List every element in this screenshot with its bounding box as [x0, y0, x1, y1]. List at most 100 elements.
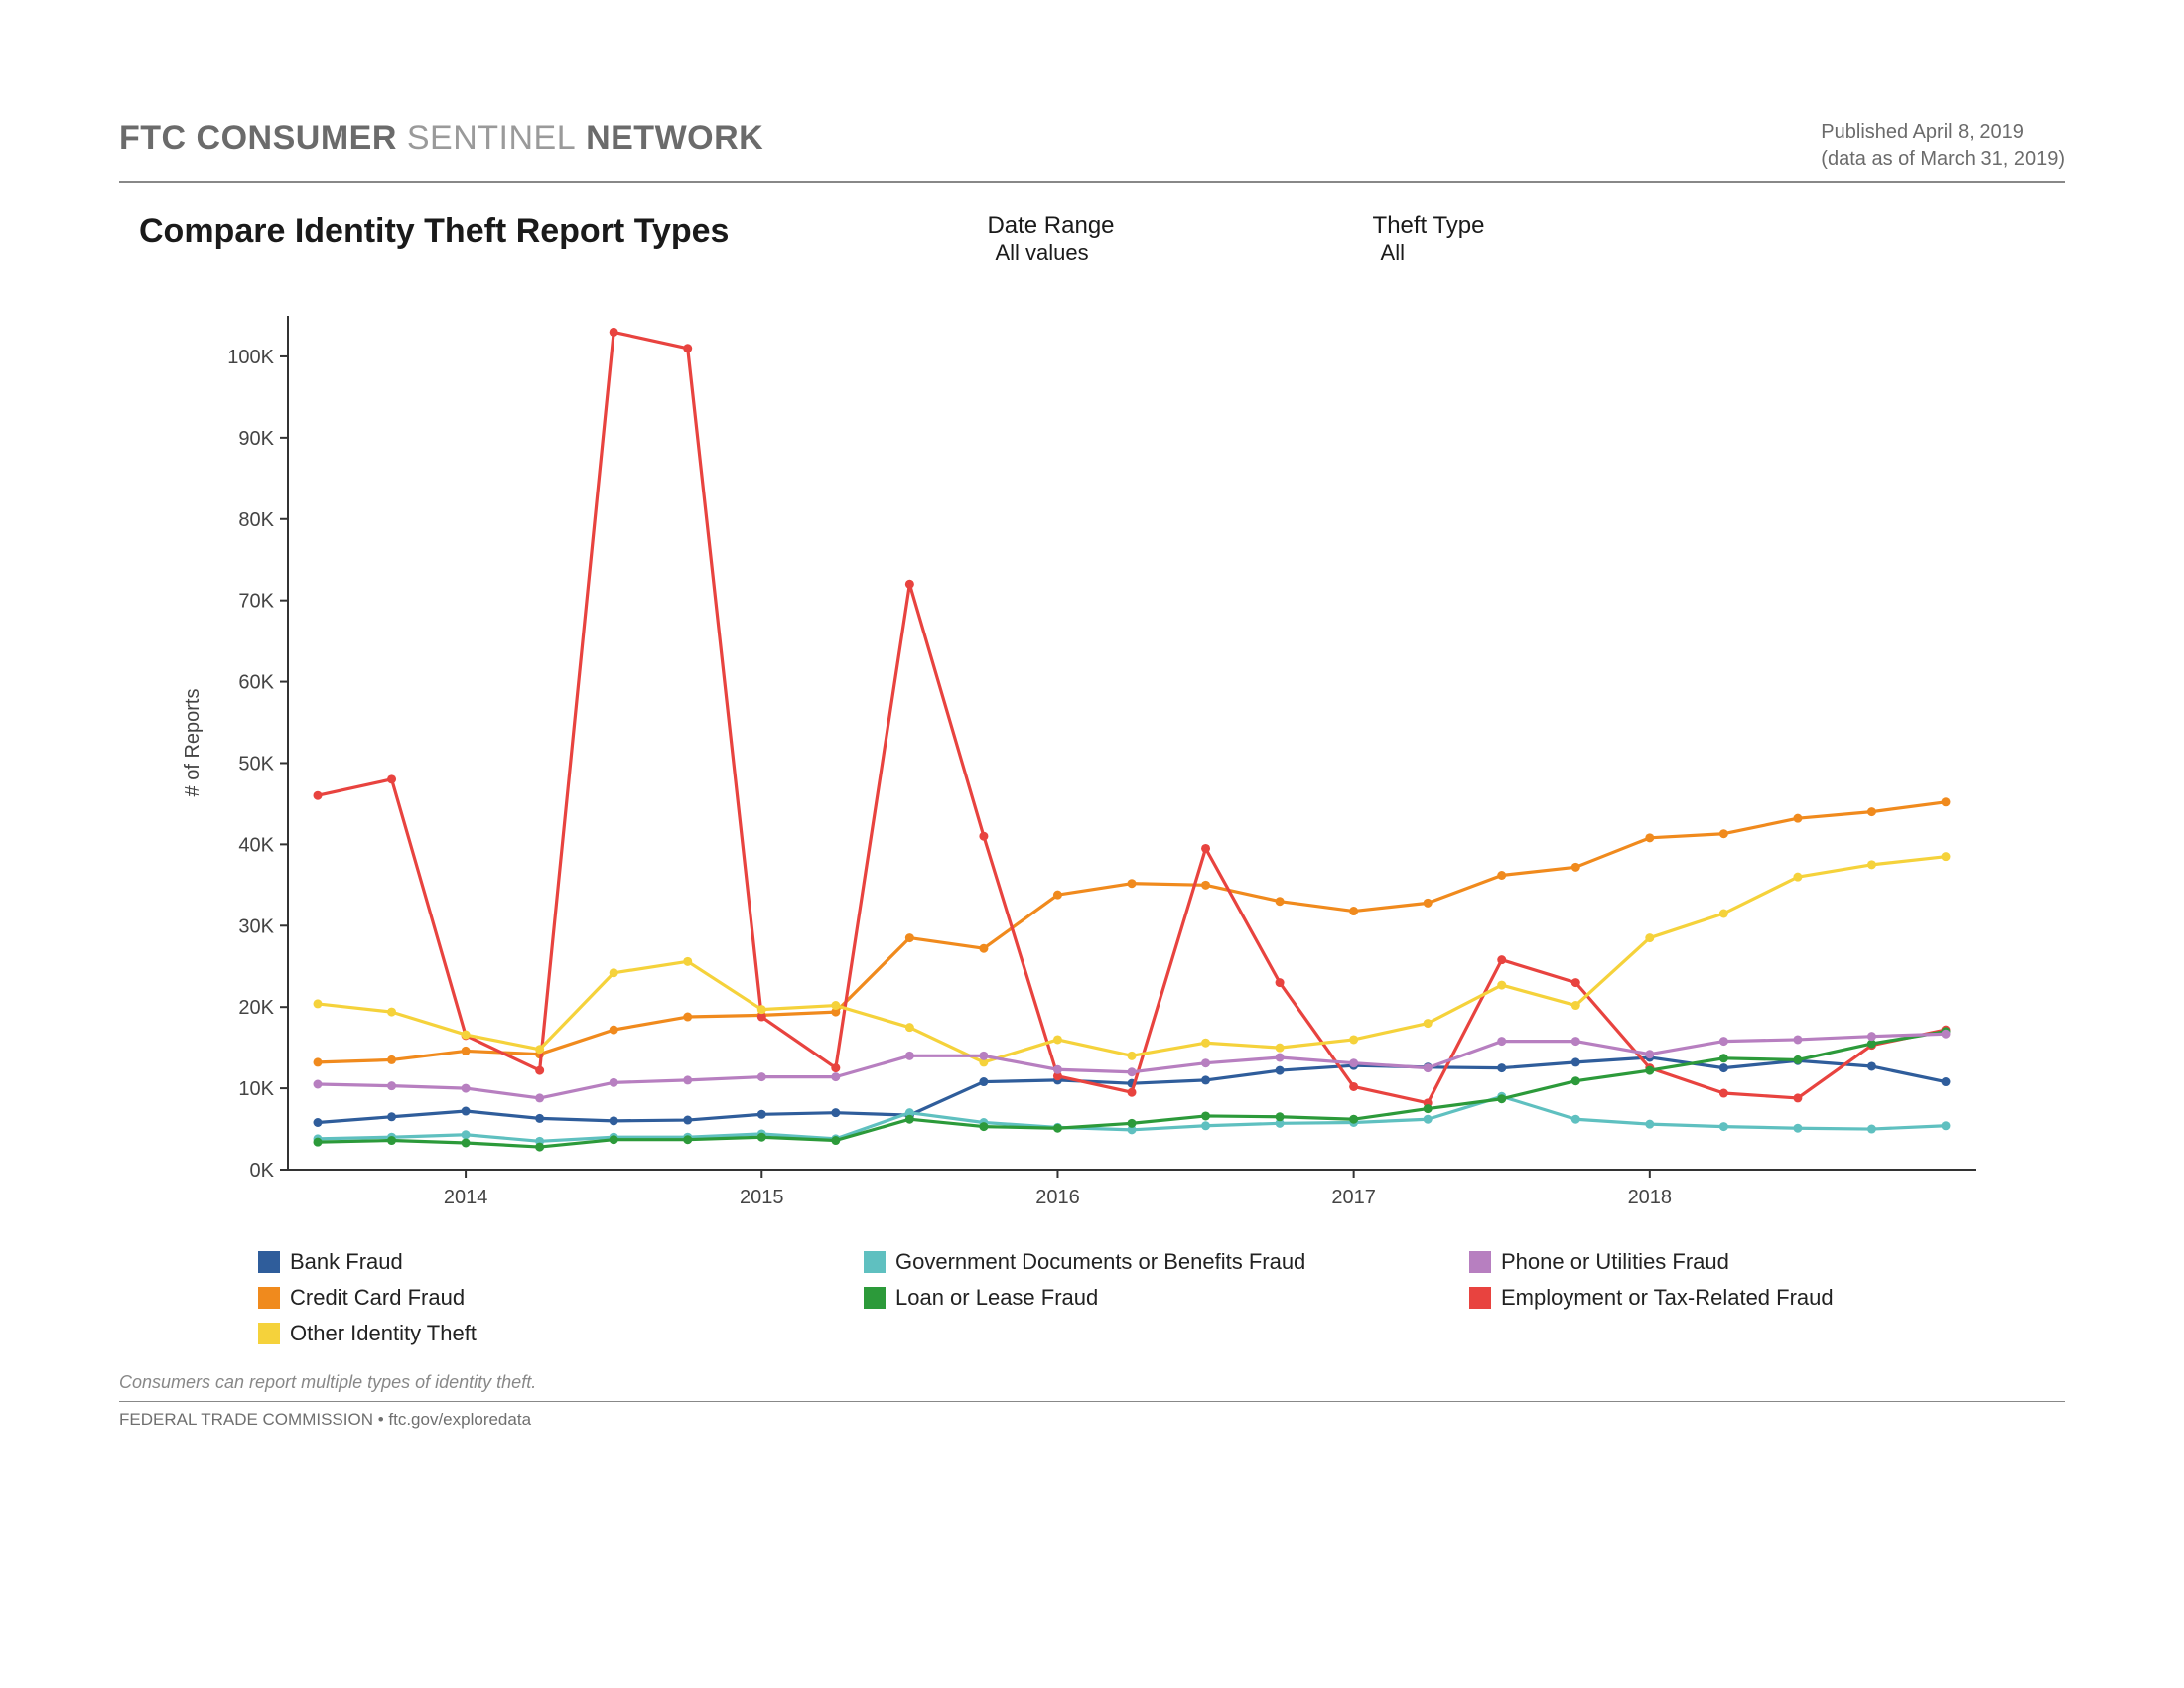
series-marker — [1128, 879, 1137, 888]
date-range-value: All values — [995, 240, 1114, 266]
legend: Bank Fraud Government Documents or Benefi… — [139, 1249, 2045, 1346]
asof-line: (data as of March 31, 2019) — [1821, 146, 2065, 173]
series-marker — [1942, 852, 1951, 861]
series-marker — [387, 1008, 396, 1017]
theft-type-filter[interactable]: Theft Type All — [1373, 212, 1485, 266]
series-marker — [1497, 871, 1506, 880]
series-marker — [1276, 897, 1285, 906]
svg-text:10K: 10K — [238, 1078, 274, 1100]
legend-swatch — [1469, 1251, 1491, 1273]
series-marker — [610, 1116, 618, 1125]
series-marker — [1349, 1115, 1358, 1124]
theft-type-label: Theft Type — [1373, 212, 1485, 240]
legend-item[interactable]: Phone or Utilities Fraud — [1469, 1249, 2045, 1275]
svg-text:50K: 50K — [238, 753, 274, 774]
series-marker — [1128, 1088, 1137, 1097]
series-marker — [1571, 1057, 1580, 1066]
series-marker — [314, 791, 323, 800]
legend-label: Credit Card Fraud — [290, 1285, 465, 1311]
series-marker — [831, 1136, 840, 1145]
legend-swatch — [864, 1287, 886, 1309]
series-marker — [979, 944, 988, 953]
series-marker — [1128, 1119, 1137, 1128]
series-marker — [314, 1138, 323, 1147]
footer: FEDERAL TRADE COMMISSION • ftc.gov/explo… — [119, 1410, 2065, 1430]
series-marker — [1793, 1093, 1802, 1102]
series-marker — [1497, 1094, 1506, 1103]
series-marker — [535, 1066, 544, 1075]
series-marker — [1276, 1112, 1285, 1121]
series-marker — [979, 832, 988, 841]
series-marker — [1942, 797, 1951, 806]
series-marker — [1128, 1067, 1137, 1076]
series-marker — [1053, 1124, 1062, 1133]
series-marker — [1349, 907, 1358, 915]
series-marker — [1201, 881, 1210, 890]
series-marker — [1201, 1111, 1210, 1120]
series-marker — [535, 1045, 544, 1054]
legend-item[interactable]: Credit Card Fraud — [258, 1285, 834, 1311]
line-chart: 0K10K20K30K40K50K60K70K80K90K100K# of Re… — [139, 296, 1995, 1229]
series-marker — [1276, 978, 1285, 987]
series-marker — [610, 1135, 618, 1144]
series-marker — [1276, 1044, 1285, 1053]
legend-label: Government Documents or Benefits Fraud — [895, 1249, 1305, 1275]
series-marker — [1053, 1065, 1062, 1074]
series-marker — [314, 1057, 323, 1066]
series-marker — [683, 1116, 692, 1125]
legend-item[interactable]: Employment or Tax-Related Fraud — [1469, 1285, 2045, 1311]
series-marker — [1201, 1121, 1210, 1130]
series-marker — [462, 1138, 471, 1147]
legend-item[interactable]: Loan or Lease Fraud — [864, 1285, 1439, 1311]
series-marker — [683, 1075, 692, 1084]
series-marker — [905, 1052, 914, 1060]
legend-label: Phone or Utilities Fraud — [1501, 1249, 1729, 1275]
legend-item[interactable]: Other Identity Theft — [258, 1321, 834, 1346]
series-marker — [1867, 1032, 1876, 1041]
series-marker — [1645, 1050, 1654, 1058]
series-marker — [831, 1063, 840, 1072]
series-marker — [905, 580, 914, 589]
series-marker — [314, 999, 323, 1008]
series-marker — [1424, 1104, 1433, 1113]
series-marker — [1719, 1122, 1728, 1131]
series-marker — [757, 1133, 766, 1142]
series-marker — [1497, 955, 1506, 964]
chart-container: 0K10K20K30K40K50K60K70K80K90K100K# of Re… — [119, 296, 2065, 1346]
svg-text:2018: 2018 — [1628, 1187, 1673, 1208]
svg-text:20K: 20K — [238, 997, 274, 1019]
series-marker — [683, 1135, 692, 1144]
series-marker — [1571, 1001, 1580, 1010]
series-marker — [1201, 1075, 1210, 1084]
series-marker — [1719, 1063, 1728, 1072]
series-marker — [1645, 933, 1654, 942]
footnote: Consumers can report multiple types of i… — [119, 1372, 2065, 1402]
date-range-filter[interactable]: Date Range All values — [987, 212, 1114, 266]
series-marker — [1793, 1124, 1802, 1133]
svg-text:0K: 0K — [250, 1160, 275, 1182]
logo: FTC CONSUMER SENTINEL NETWORK — [119, 119, 763, 158]
legend-label: Loan or Lease Fraud — [895, 1285, 1098, 1311]
series-marker — [1201, 1039, 1210, 1048]
series-marker — [1053, 891, 1062, 900]
legend-swatch — [258, 1251, 280, 1273]
legend-swatch — [1469, 1287, 1491, 1309]
legend-swatch — [258, 1287, 280, 1309]
series-marker — [1942, 1030, 1951, 1039]
legend-item[interactable]: Government Documents or Benefits Fraud — [864, 1249, 1439, 1275]
series-marker — [1867, 860, 1876, 869]
series-marker — [979, 1122, 988, 1131]
series-marker — [683, 344, 692, 352]
series-marker — [387, 774, 396, 783]
svg-text:2017: 2017 — [1331, 1187, 1376, 1208]
legend-item[interactable]: Bank Fraud — [258, 1249, 834, 1275]
series-marker — [1053, 1035, 1062, 1044]
svg-text:90K: 90K — [238, 428, 274, 450]
series-line — [318, 332, 1946, 1102]
series-marker — [757, 1072, 766, 1081]
series-marker — [387, 1055, 396, 1064]
svg-text:40K: 40K — [238, 834, 274, 856]
series-marker — [610, 968, 618, 977]
series-marker — [1349, 1058, 1358, 1067]
series-marker — [1276, 1066, 1285, 1075]
